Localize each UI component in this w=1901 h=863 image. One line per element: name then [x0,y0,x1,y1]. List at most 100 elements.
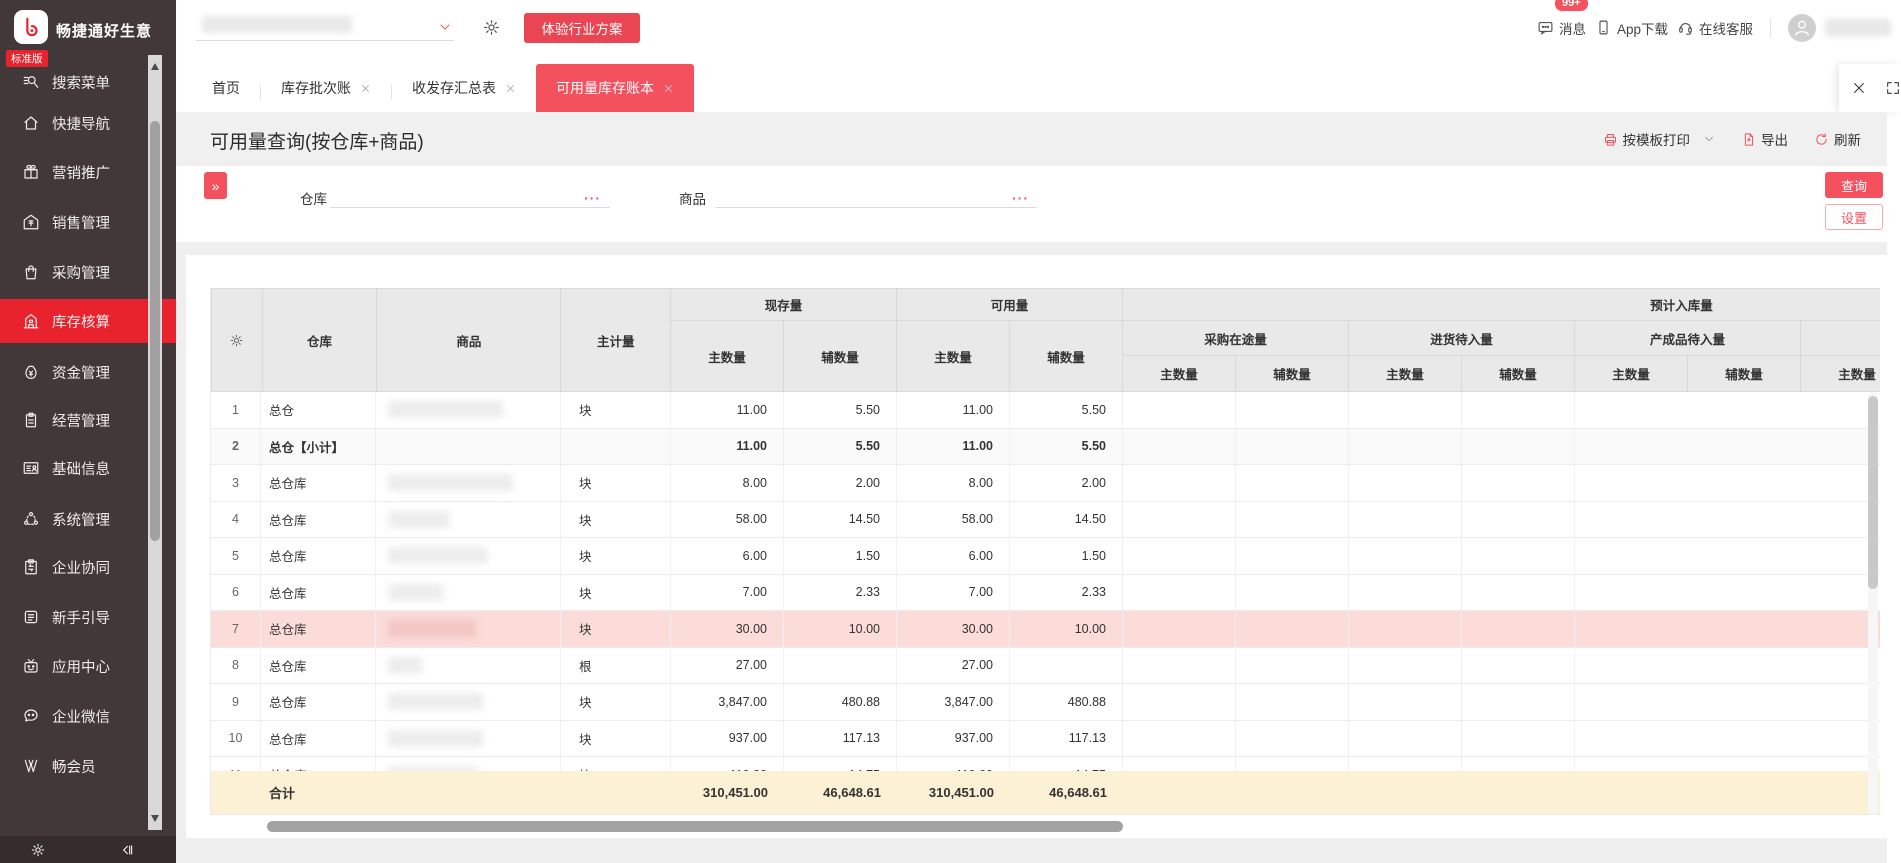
sidebar-item-funds[interactable]: 资金管理 [0,350,176,394]
scroll-down-icon[interactable] [151,815,159,822]
qty-cell: 7.00 [671,574,784,610]
tab-close-icon[interactable] [505,83,516,94]
sidebar-item-sales[interactable]: 销售管理 [0,200,176,244]
product-cell [376,757,561,771]
sidebar-scrollbar[interactable] [148,55,162,830]
global-search-input[interactable] [202,16,352,33]
table-row[interactable]: 5 总仓库块 6.00 1.50 6.00 1.50 [211,538,1880,575]
sidebar-item-inventory[interactable]: 库存核算 [0,299,176,343]
qty-cell [1462,392,1575,428]
print-by-template-button[interactable]: 按模板打印 [1603,129,1716,149]
row-number: 1 [211,392,261,428]
sidebar-item-search[interactable]: 搜索菜单 [0,60,176,104]
total-qty-cell: 46,648.61 [823,785,881,800]
qty-cell: 58.00 [671,501,784,537]
print-label: 按模板打印 [1622,133,1691,148]
sidebar-item-collab[interactable]: 企业协同 [0,545,176,589]
chevron-down-icon[interactable] [1703,133,1715,145]
sidebar-item-wecom[interactable]: 企业微信 [0,694,176,738]
unit-cell: 块 [561,501,671,537]
qty-main-header: 主数量 [1573,356,1687,391]
qty-cell [1236,611,1349,647]
app-download-button[interactable]: App下载 [1595,18,1668,38]
close-icon[interactable] [1851,80,1867,96]
experience-solution-button[interactable]: 体验行业方案 [524,13,640,43]
tab-close-icon[interactable] [360,83,371,94]
qty-cell: 14.50 [784,501,897,537]
tab-close-icon[interactable] [663,83,674,94]
qty-cell [1349,501,1462,537]
table-row[interactable]: 10 总仓库块 937.00 117.13 937.00 117.13 [211,720,1880,757]
qty-cell [1462,611,1575,647]
table-row[interactable]: 6 总仓库块 7.00 2.33 7.00 2.33 [211,574,1880,611]
qty-cell [1123,757,1236,771]
table-row[interactable]: 2 总仓【小计】 11.00 5.50 11.00 5.50 [211,428,1880,465]
product-filter-input[interactable] [715,207,1037,208]
phone-icon [1595,19,1612,36]
qty-cell [1236,574,1349,610]
sidebar-item-guide[interactable]: 新手引导 [0,595,176,639]
gear-icon[interactable] [482,18,501,37]
scroll-up-icon[interactable] [151,63,159,70]
collapse-filter-button[interactable]: » [204,172,227,199]
group-label: 可用量 [896,289,1122,321]
avatar[interactable] [1788,13,1816,42]
total-row: 合计 310,451.00 46,648.61 310,451.00 46,648.61 [211,771,1880,815]
refresh-button[interactable]: 刷新 [1814,129,1861,149]
table-row[interactable]: 7 总仓库块 30.00 10.00 30.00 10.00 [211,611,1880,648]
tab-bar: 首页 库存批次账 收发存汇总表 可用量库存账本 [176,55,1901,112]
tab-0[interactable]: 首页 [192,64,260,112]
sidebar-item-purchase[interactable]: 采购管理 [0,250,176,294]
sidebar-item-member[interactable]: 畅会员 [0,744,176,788]
warehouse-cell: 总仓库 [261,757,376,771]
messages-button[interactable]: 消息 99+ [1537,0,1590,38]
chevron-down-icon[interactable] [438,20,452,34]
sidebar-item-operation[interactable]: 经营管理 [0,398,176,442]
appcenter-icon [22,657,40,675]
table-row[interactable]: 9 总仓库块 3,847.00 480.88 3,847.00 480.88 [211,684,1880,721]
horizontal-scroll-thumb[interactable] [267,821,1123,832]
tab-1[interactable]: 库存批次账 [261,64,391,112]
sidebar-scroll-thumb[interactable] [150,121,160,541]
query-button[interactable]: 查询 [1825,172,1883,198]
collab-icon [22,558,40,576]
qty-cell [1236,465,1349,501]
table-row[interactable]: 3 总仓库块 8.00 2.00 8.00 2.00 [211,465,1880,502]
table-row[interactable]: 1 总仓块 11.00 5.50 11.00 5.50 [211,392,1880,429]
settings-button[interactable]: 设置 [1825,204,1883,230]
table-row[interactable]: 8 总仓库根 27.00 27.00 [211,647,1880,684]
group-label: 预计入库量 [1122,289,1880,321]
tab-2[interactable]: 收发存汇总表 [392,64,536,112]
vertical-scroll-thumb[interactable] [1868,396,1878,589]
settings-gear-icon[interactable] [30,842,46,858]
column-gear-icon[interactable] [229,333,244,348]
qty-cell: 1.50 [1010,538,1123,574]
qty-aux-header: 辅数量 [1008,321,1122,391]
collapse-sidebar-icon[interactable] [118,842,134,858]
tab-separator [260,85,261,100]
export-button[interactable]: 导出 [1741,129,1788,149]
messages-label: 消息 [1558,21,1586,37]
warehouse-cell: 总仓【小计】 [261,428,376,464]
tab-3[interactable]: 可用量库存账本 [536,64,694,112]
warehouse-filter-input[interactable] [330,207,610,208]
product-blurred [388,729,483,747]
qty-cell [1123,684,1236,720]
sidebar-item-basicinfo[interactable]: 基础信息 [0,446,176,490]
sidebar-item-promo[interactable]: 营销推广 [0,150,176,194]
online-service-button[interactable]: 在线客服 [1677,18,1753,38]
qty-cell [1123,392,1236,428]
vertical-scrollbar[interactable] [1868,392,1878,815]
tab-separator [391,85,392,100]
qty-cell: 117.13 [784,720,897,756]
sidebar-item-system[interactable]: 系统管理 [0,497,176,541]
table-row[interactable]: 4 总仓库块 58.00 14.50 58.00 14.50 [211,501,1880,538]
warehouse-more-icon[interactable]: ··· [584,190,601,206]
sidebar-item-appcenter[interactable]: 应用中心 [0,644,176,688]
qty-cell [1575,648,1789,684]
refresh-icon [1814,132,1829,147]
expand-icon[interactable] [1885,80,1901,96]
product-more-icon[interactable]: ··· [1012,190,1029,206]
sidebar-item-nav[interactable]: 快捷导航 [0,101,176,145]
